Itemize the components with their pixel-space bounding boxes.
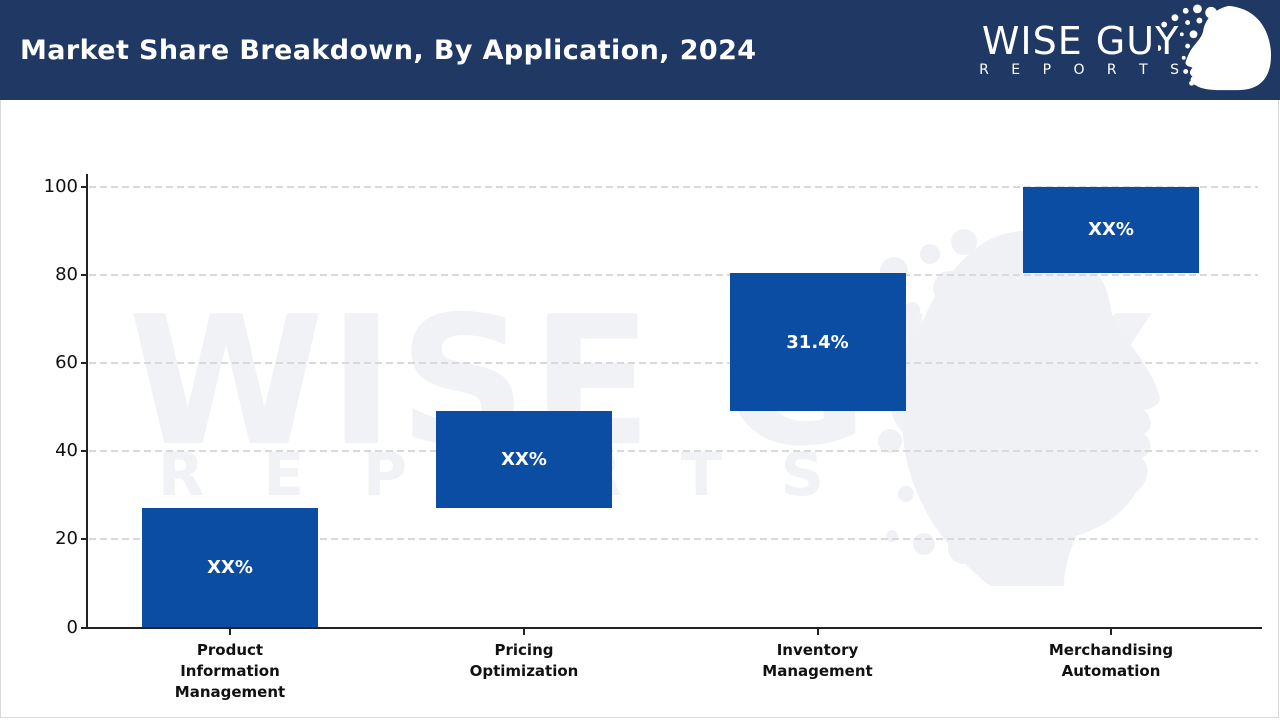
y-tick-mark bbox=[81, 450, 87, 453]
y-tick-mark bbox=[81, 273, 87, 276]
y-gridline bbox=[89, 273, 1258, 276]
y-gridline bbox=[89, 361, 1258, 364]
bar: XX% bbox=[436, 411, 612, 509]
y-axis-line bbox=[86, 174, 88, 629]
y-gridline bbox=[89, 538, 1258, 541]
bar-value-label: XX% bbox=[207, 557, 253, 579]
y-tick-label: 40 bbox=[55, 440, 78, 462]
x-tick-mark bbox=[1110, 629, 1112, 635]
logo-reports-label: R E P O R T S bbox=[979, 62, 1188, 78]
logo-text: WISE GUY R E P O R T S bbox=[973, 21, 1188, 79]
logo-wiseguy-label: WISE GUY bbox=[981, 19, 1180, 63]
watermark-face-icon bbox=[877, 229, 1160, 586]
bar-value-label: 31.4% bbox=[786, 331, 849, 353]
y-tick-label: 80 bbox=[55, 263, 78, 285]
y-tick-label: 100 bbox=[43, 175, 78, 197]
wise-guy-reports-logo: WISE GUY R E P O R T S bbox=[973, 4, 1276, 94]
y-tick-label: 0 bbox=[66, 616, 78, 638]
x-tick-mark bbox=[229, 629, 231, 635]
y-tick-label: 60 bbox=[55, 351, 78, 373]
header-bar: Market Share Breakdown, By Application, … bbox=[0, 0, 1280, 100]
x-axis-line bbox=[86, 627, 1262, 629]
y-tick-mark bbox=[81, 626, 87, 629]
y-tick-label: 20 bbox=[55, 528, 78, 550]
page-title: Market Share Breakdown, By Application, … bbox=[20, 34, 757, 66]
logo-face-icon bbox=[1158, 4, 1272, 91]
bar-value-label: XX% bbox=[1088, 219, 1134, 241]
x-category-label: Merchandising Automation bbox=[1048, 641, 1174, 680]
y-gridline bbox=[89, 450, 1258, 453]
y-tick-mark bbox=[81, 361, 87, 364]
y-tick-mark bbox=[81, 538, 87, 541]
y-gridline bbox=[89, 185, 1258, 188]
x-tick-mark bbox=[816, 629, 819, 635]
bar-value-label: XX% bbox=[501, 449, 547, 471]
x-tick-mark bbox=[523, 629, 525, 635]
bar: 31.4% bbox=[729, 272, 906, 412]
x-category-label: Product Information Management bbox=[174, 641, 286, 701]
x-category-label: Pricing Optimization bbox=[469, 641, 579, 680]
y-tick-mark bbox=[81, 185, 87, 188]
bar: XX% bbox=[1023, 186, 1199, 273]
x-category-label: Inventory Management bbox=[762, 641, 873, 680]
bar: XX% bbox=[142, 508, 318, 628]
